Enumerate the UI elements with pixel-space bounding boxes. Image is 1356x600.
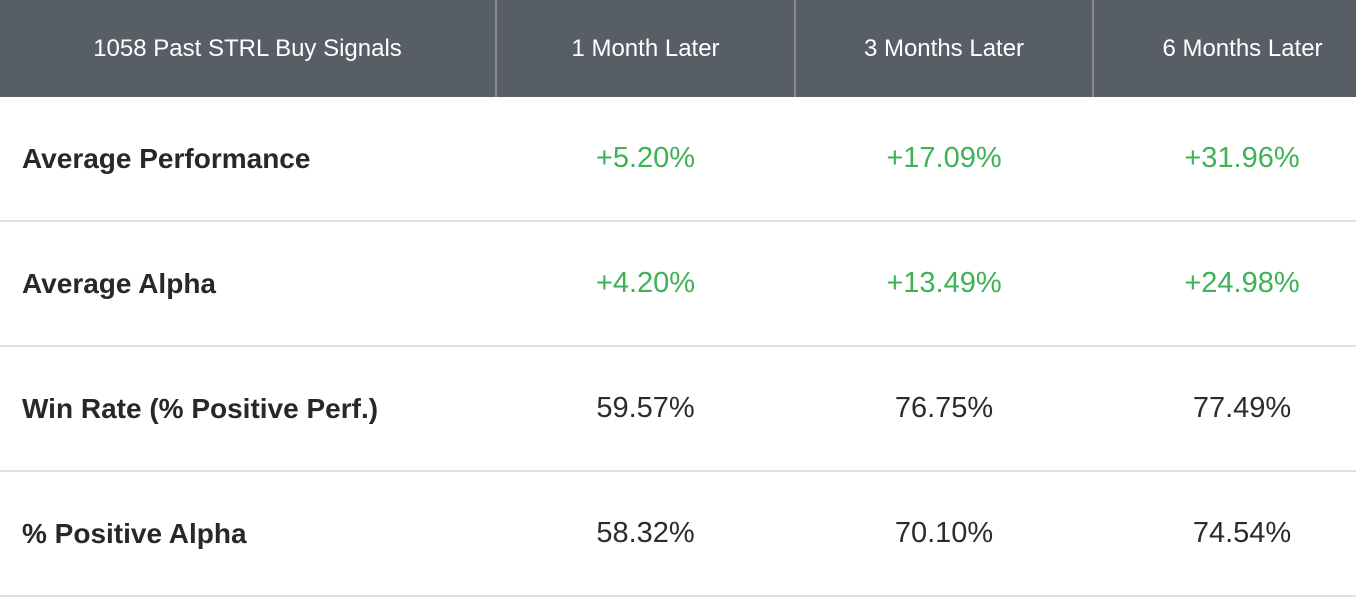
value-positive-alpha-1m: 58.32% xyxy=(496,471,795,597)
row-label-win-rate: Win Rate (% Positive Perf.) xyxy=(0,346,496,472)
header-3-months-later: 3 Months Later xyxy=(794,0,1093,97)
value-average-alpha-3m: +13.49% xyxy=(795,221,1093,347)
value-average-performance-1m: +5.20% xyxy=(496,97,795,222)
row-label-positive-alpha: % Positive Alpha xyxy=(0,471,496,597)
table-header-row: 1058 Past STRL Buy Signals 1 Month Later… xyxy=(0,0,1356,97)
value-positive-alpha-6m: 74.54% xyxy=(1093,471,1356,597)
value-average-performance-3m: +17.09% xyxy=(795,97,1093,222)
row-label-average-alpha: Average Alpha xyxy=(0,221,496,347)
header-signal-count: 1058 Past STRL Buy Signals xyxy=(0,0,496,97)
value-win-rate-3m: 76.75% xyxy=(795,346,1093,472)
table-row-average-alpha: Average Alpha +4.20% +13.49% +24.98% xyxy=(0,221,1356,347)
value-average-alpha-6m: +24.98% xyxy=(1093,221,1356,347)
table-row-average-performance: Average Performance +5.20% +17.09% +31.9… xyxy=(0,97,1356,222)
value-average-performance-6m: +31.96% xyxy=(1093,97,1356,222)
table-row-win-rate: Win Rate (% Positive Perf.) 59.57% 76.75… xyxy=(0,346,1356,472)
row-label-average-performance: Average Performance xyxy=(0,97,496,222)
value-win-rate-6m: 77.49% xyxy=(1093,346,1356,472)
value-positive-alpha-3m: 70.10% xyxy=(795,471,1093,597)
value-win-rate-1m: 59.57% xyxy=(496,346,795,472)
header-6-months-later: 6 Months Later xyxy=(1092,0,1356,97)
table-row-positive-alpha: % Positive Alpha 58.32% 70.10% 74.54% xyxy=(0,471,1356,597)
value-average-alpha-1m: +4.20% xyxy=(496,221,795,347)
header-1-month-later: 1 Month Later xyxy=(495,0,795,97)
